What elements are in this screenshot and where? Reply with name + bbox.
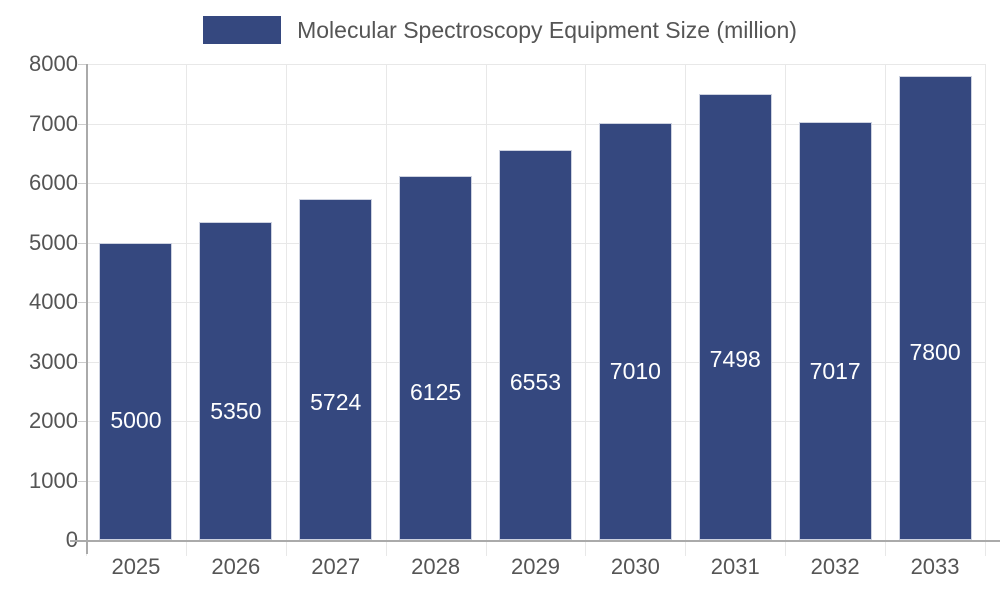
bar-2030[interactable] bbox=[598, 122, 672, 540]
bar-2032[interactable] bbox=[798, 122, 872, 540]
x-axis-tick-label-2025: 2025 bbox=[111, 554, 161, 579]
bar-value-label-2030: 7010 bbox=[609, 358, 661, 385]
legend-label-series-1: Molecular Spectroscopy Equipment Size (m… bbox=[297, 16, 797, 43]
bar-2031[interactable] bbox=[698, 93, 772, 540]
y-axis-tick-mark bbox=[78, 361, 87, 363]
gridline-vertical bbox=[785, 64, 787, 556]
y-axis-tick-mark bbox=[78, 421, 87, 422]
bar-value-label-2026: 5350 bbox=[210, 398, 262, 425]
y-axis-tick-label: 7000 bbox=[29, 110, 78, 136]
plot-area: 5000 5350 5724 6125 6553 7010 7498 7017 7800 bbox=[86, 64, 986, 556]
y-axis-tick-mark bbox=[78, 123, 87, 125]
bar-value-label-2025: 5000 bbox=[110, 406, 162, 433]
bar-2028[interactable] bbox=[399, 175, 473, 540]
y-axis-tick-mark bbox=[78, 242, 87, 244]
legend-swatch-series-1 bbox=[203, 16, 282, 44]
bar-2033[interactable] bbox=[898, 75, 972, 540]
bar-value-label-2028: 6125 bbox=[410, 379, 462, 406]
y-axis-tick-mark bbox=[78, 302, 87, 303]
gridline-vertical bbox=[685, 64, 687, 556]
x-axis-tick-label-2026: 2026 bbox=[211, 554, 261, 579]
x-axis-tick-label-2027: 2027 bbox=[311, 554, 361, 579]
gridline-vertical bbox=[585, 64, 587, 556]
x-axis-tick-label-2031: 2031 bbox=[710, 554, 760, 579]
y-axis-tick-label: 5000 bbox=[29, 229, 78, 255]
gridline-vertical bbox=[285, 64, 287, 556]
y-axis-tick-label: 6000 bbox=[29, 170, 78, 195]
x-axis-spine bbox=[70, 540, 1000, 542]
x-axis-tick-label-2033: 2033 bbox=[910, 554, 960, 579]
y-axis-tick-mark bbox=[78, 64, 87, 65]
y-axis-tick-label: 0 bbox=[8, 529, 78, 551]
y-axis-tick-label: 3000 bbox=[29, 348, 78, 374]
y-axis-tick-mark bbox=[78, 480, 87, 482]
y-axis-tick-label: 4000 bbox=[29, 289, 78, 314]
x-axis-tick-label-2028: 2028 bbox=[411, 554, 461, 579]
y-axis-tick-label: 8000 bbox=[29, 51, 78, 76]
bar-2025[interactable] bbox=[99, 242, 173, 540]
bar-2027[interactable] bbox=[299, 199, 373, 540]
bar-value-label-2031: 7498 bbox=[709, 346, 761, 373]
bar-value-label-2033: 7800 bbox=[909, 339, 961, 366]
chart-legend: Molecular Spectroscopy Equipment Size (m… bbox=[0, 8, 1000, 52]
gridline-vertical bbox=[985, 64, 986, 556]
gridline-vertical bbox=[885, 64, 887, 556]
bar-2029[interactable] bbox=[499, 150, 572, 540]
bar-2026[interactable] bbox=[199, 221, 273, 540]
bar-value-label-2027: 5724 bbox=[310, 389, 362, 416]
y-axis-tick-mark bbox=[78, 183, 87, 184]
y-axis-tick-label: 2000 bbox=[29, 408, 78, 433]
bar-value-label-2029: 6553 bbox=[509, 369, 562, 396]
x-axis-tick-label-2029: 2029 bbox=[511, 554, 560, 579]
gridline-horizontal bbox=[86, 64, 985, 65]
gridline-vertical bbox=[485, 64, 487, 556]
x-axis-tick-label-2032: 2032 bbox=[810, 554, 860, 579]
gridline-vertical bbox=[385, 64, 387, 556]
y-axis-tick-labels: 0 1000 2000 3000 4000 5000 6000 7000 8000 bbox=[0, 0, 87, 600]
y-axis-spine bbox=[86, 64, 88, 554]
x-axis-tick-label-2030: 2030 bbox=[610, 554, 660, 579]
y-axis-tick-label: 1000 bbox=[29, 467, 78, 493]
gridline-vertical bbox=[185, 64, 187, 556]
gridline-horizontal bbox=[86, 123, 985, 125]
bar-value-label-2032: 7017 bbox=[809, 357, 861, 384]
